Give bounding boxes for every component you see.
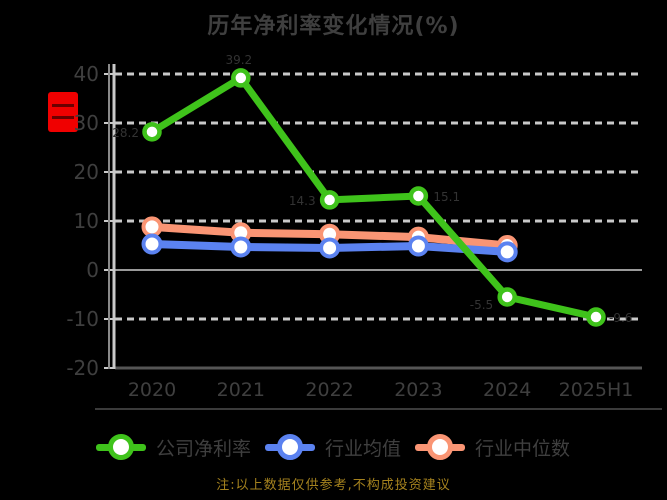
x-tick-label: 2022 bbox=[305, 379, 353, 401]
legend-marker-orange bbox=[415, 434, 466, 460]
data-point-industry-mean bbox=[496, 241, 518, 263]
legend: 公司净利率 行业均值 行业中位数 bbox=[96, 430, 636, 464]
y-tick-label: 10 bbox=[74, 209, 99, 233]
data-point-industry-mean bbox=[319, 237, 341, 259]
point-label: 15.1 bbox=[433, 190, 460, 204]
point-label: -9.6 bbox=[609, 311, 632, 325]
page-title: 历年净利率变化情况(%) bbox=[207, 14, 460, 39]
data-point-industry-mean bbox=[141, 233, 163, 255]
legend-item-company-net-margin[interactable]: 公司净利率 bbox=[96, 434, 251, 461]
y-tick-label: 20 bbox=[74, 160, 99, 184]
data-point-industry-mean bbox=[230, 236, 252, 258]
y-tick-label: 0 bbox=[86, 258, 99, 282]
line-chart: 40 30 20 10 0 -10 -20 2020 2021 2022 2023 2024 2025H… bbox=[66, 53, 662, 410]
legend-item-industry-mean[interactable]: 行业均值 bbox=[265, 434, 401, 461]
legend-label: 行业中位数 bbox=[475, 437, 571, 460]
data-point-company-net-margin bbox=[319, 190, 340, 210]
legend-marker-blue bbox=[265, 434, 316, 460]
red-watermark-glyph bbox=[48, 92, 78, 132]
y-tick-label: 30 bbox=[74, 111, 99, 135]
data-point-company-net-margin bbox=[231, 68, 251, 88]
legend-label: 公司净利率 bbox=[156, 437, 252, 460]
data-point-company-net-margin bbox=[408, 186, 429, 206]
series-line-company-net-margin bbox=[148, 74, 600, 321]
x-tick-label: 2025H1 bbox=[559, 379, 634, 401]
data-point-company-net-margin bbox=[142, 122, 162, 142]
y-tick-label: -20 bbox=[66, 356, 99, 380]
point-label: 28.2 bbox=[112, 126, 139, 140]
point-label: -5.5 bbox=[470, 298, 493, 312]
data-point-industry-median bbox=[141, 216, 163, 238]
legend-label: 行业均值 bbox=[325, 437, 402, 460]
legend-marker-green bbox=[96, 434, 146, 460]
y-tick-label: -10 bbox=[66, 307, 99, 331]
x-tick-label: 2023 bbox=[394, 379, 442, 401]
data-point-company-net-margin bbox=[586, 307, 606, 327]
legend-item-industry-median[interactable]: 行业中位数 bbox=[415, 434, 570, 461]
point-label: 39.2 bbox=[225, 53, 252, 67]
footer-note: 注:以上数据仅供参考,不构成投资建议 bbox=[216, 478, 451, 493]
point-label: 14.3 bbox=[289, 194, 316, 208]
x-tick-label: 2024 bbox=[483, 379, 531, 401]
x-tick-label: 2020 bbox=[128, 379, 176, 401]
data-point-company-net-margin bbox=[497, 287, 517, 307]
data-point-industry-mean bbox=[407, 235, 429, 257]
x-tick-label: 2021 bbox=[217, 379, 265, 401]
y-tick-label: 40 bbox=[74, 62, 99, 86]
